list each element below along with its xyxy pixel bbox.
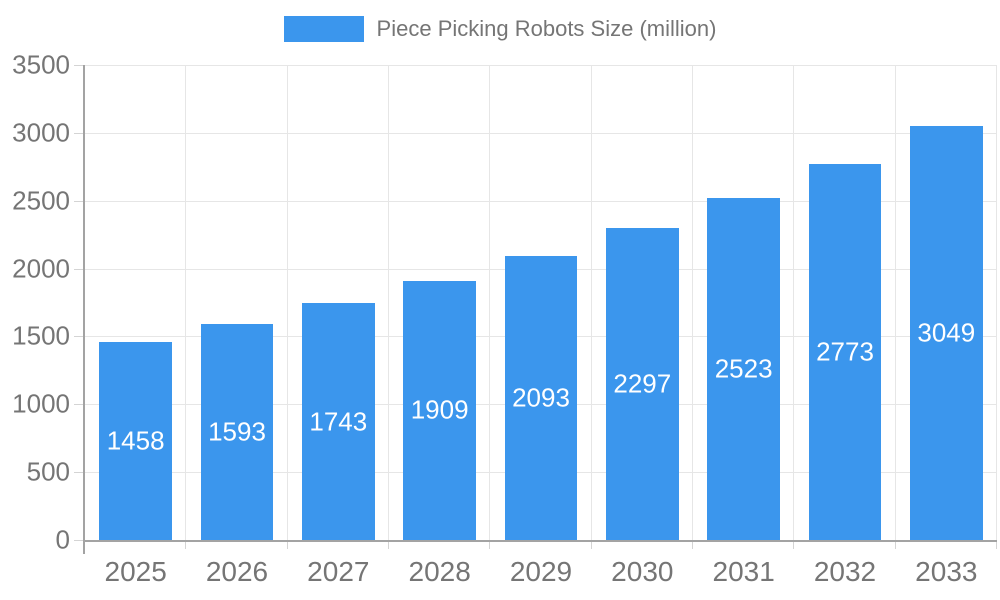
legend[interactable]: Piece Picking Robots Size (million)	[0, 16, 1000, 42]
x-axis-line	[83, 540, 997, 542]
bar-2025[interactable]: 1458	[99, 342, 173, 540]
h-gridline	[85, 200, 997, 202]
y-tick	[74, 540, 83, 541]
bar-2033[interactable]: 3049	[909, 126, 983, 540]
y-tick	[74, 65, 83, 66]
v-gridline	[996, 65, 997, 540]
v-gridline	[185, 65, 187, 540]
y-tick	[74, 404, 83, 406]
x-tick	[691, 540, 693, 549]
x-tick	[793, 540, 795, 549]
v-gridline	[894, 65, 896, 540]
x-tick	[286, 540, 288, 549]
bar-value-label: 2523	[714, 353, 773, 384]
bar-2032[interactable]: 2773	[808, 163, 882, 540]
bar-value-label: 1458	[106, 425, 165, 456]
legend-label: Piece Picking Robots Size (million)	[376, 16, 717, 41]
v-gridline	[590, 65, 592, 540]
bar-2029[interactable]: 2093	[504, 255, 578, 540]
bar-2026[interactable]: 1593	[200, 323, 274, 540]
h-gridline	[85, 65, 997, 66]
y-tick	[74, 132, 83, 134]
v-gridline	[489, 65, 491, 540]
x-axis-label: 2033	[915, 556, 978, 587]
bar-value-label: 3049	[917, 317, 976, 348]
legend-swatch	[283, 16, 364, 42]
x-axis-labels: 2025 2026 2027 2028 2029 2030 2031 2032 2033	[85, 556, 997, 592]
x-tick	[996, 540, 997, 549]
y-axis-label: 3500	[12, 49, 70, 80]
x-tick	[590, 540, 592, 549]
x-tick	[185, 540, 187, 549]
y-tick	[74, 200, 83, 202]
bar-value-label: 1743	[309, 406, 368, 437]
y-axis-line	[83, 65, 85, 554]
x-axis-label: 2028	[408, 556, 471, 587]
x-axis-label: 2027	[307, 556, 370, 587]
bar-2031[interactable]: 2523	[707, 197, 781, 540]
bar-value-label: 2093	[512, 382, 570, 413]
plot-area: 1458 1593 1743 1909 2093 2297 2523 2773 3049	[74, 65, 997, 554]
x-axis-label: 2029	[509, 556, 573, 587]
y-axis-label: 2500	[12, 185, 70, 216]
y-tick	[74, 268, 83, 270]
y-tick	[74, 472, 83, 474]
x-tick	[387, 540, 389, 549]
v-gridline	[691, 65, 693, 540]
x-axis-label: 2032	[813, 556, 877, 587]
x-tick	[489, 540, 491, 549]
y-axis-labels: 0 500 1000 1500 2000 2500 3000 3500	[0, 50, 70, 555]
v-gridline	[387, 65, 389, 540]
v-gridline	[793, 65, 795, 540]
bar-2030[interactable]: 2297	[605, 228, 679, 540]
y-axis-label: 2000	[12, 253, 70, 284]
x-axis-label: 2031	[712, 556, 775, 587]
y-axis-label: 0	[55, 524, 70, 555]
bar-2028[interactable]: 1909	[403, 280, 477, 540]
x-axis-label: 2030	[611, 556, 674, 587]
y-tick	[74, 336, 83, 338]
x-axis-label: 2026	[205, 556, 269, 587]
h-gridline	[85, 132, 997, 134]
bar-value-label: 1909	[410, 394, 469, 425]
x-axis-label: 2025	[104, 556, 167, 587]
v-gridline	[286, 65, 288, 540]
y-axis-label: 3000	[12, 117, 70, 148]
y-axis-label: 1000	[12, 388, 70, 419]
y-axis-label: 500	[26, 456, 70, 487]
bar-value-label: 1593	[208, 416, 266, 447]
bar-value-label: 2773	[816, 336, 874, 367]
bar-2027[interactable]: 1743	[301, 303, 375, 540]
bar-value-label: 2297	[613, 368, 672, 399]
y-axis-label: 1500	[12, 320, 70, 351]
x-tick	[894, 540, 896, 549]
